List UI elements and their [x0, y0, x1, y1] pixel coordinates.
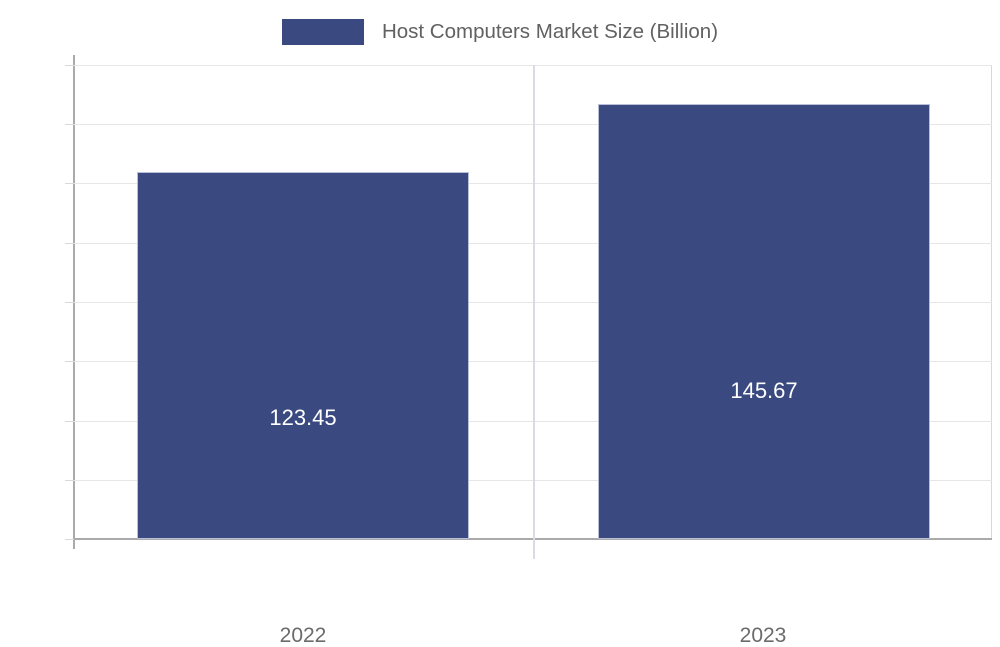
- tickmark-100: [65, 243, 74, 244]
- legend-item-label: Host Computers Market Size (Billion): [381, 19, 719, 43]
- bar-value-label-2023: 145.67: [730, 378, 798, 403]
- chart-legend: Host Computers Market Size (Billion): [0, 12, 1000, 52]
- legend-color-swatch-icon: [281, 19, 364, 45]
- bar-chart: Host Computers Market Size (Billion) 160…: [0, 12, 1000, 646]
- tickmark-40: [65, 421, 74, 422]
- tickmark-20: [65, 480, 74, 481]
- category-divider-gridline: [533, 65, 535, 559]
- bar-value-label-2022: 123.45: [269, 405, 337, 430]
- x-axis-tick-label-2023: 2023: [739, 624, 787, 647]
- tickmark-120: [65, 183, 74, 184]
- legend-item-host-computers-market-size[interactable]: Host Computers Market Size (Billion): [281, 19, 719, 45]
- tickmark-140: [65, 124, 74, 125]
- tickmark-60: [65, 361, 74, 362]
- x-axis-tick-label-2022: 2022: [279, 624, 327, 647]
- tickmark-80: [65, 302, 74, 303]
- tickmark-160: [65, 65, 74, 66]
- tickmark-0: [65, 539, 74, 540]
- bar-2022[interactable]: 123.45: [137, 172, 469, 539]
- bar-2023[interactable]: 145.67: [598, 104, 930, 539]
- plot-area: 160 140 120 100 80 60 40 20 0 123.45 145…: [65, 55, 992, 646]
